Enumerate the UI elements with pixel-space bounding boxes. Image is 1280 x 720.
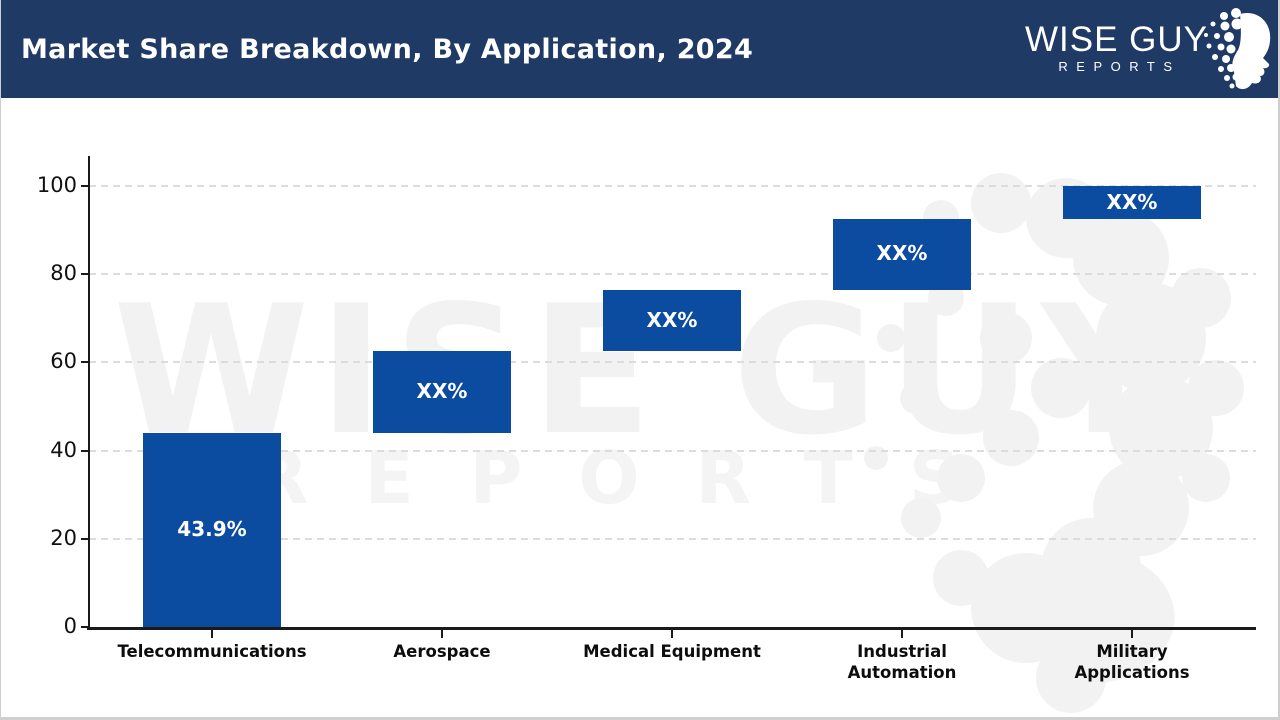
y-gridline: [89, 361, 1256, 364]
y-tick: [81, 361, 89, 364]
y-tick-label: 60: [50, 349, 77, 374]
y-tick-label: 0: [63, 614, 77, 638]
x-tick-label-line: Medical Equipment: [583, 642, 761, 661]
y-gridline: [89, 185, 1256, 187]
page-title: Market Share Breakdown, By Application, …: [21, 33, 754, 65]
y-tick-label: 20: [50, 525, 77, 550]
logo-wordmark: WISE GUY: [1024, 20, 1208, 59]
y-tick: [81, 273, 89, 276]
y-tick: [81, 537, 89, 540]
logo-subtext: REPORTS: [1058, 59, 1181, 74]
bar-industrial-automation: [833, 219, 971, 290]
x-tick-label-line: Applications: [1074, 663, 1190, 682]
x-tick: [901, 630, 903, 638]
bar-value-label: XX%: [876, 241, 928, 266]
x-tick-label: Aerospace: [327, 641, 557, 662]
x-tick-label-line: Industrial: [857, 642, 947, 661]
bar-value-label: XX%: [646, 307, 698, 332]
x-axis-line: [87, 627, 1256, 630]
logo-text-block: WISE GUY REPORTS: [1025, 22, 1208, 73]
y-gridline: [89, 273, 1256, 276]
y-tick: [81, 626, 89, 628]
bar-military-applications: [1063, 186, 1201, 220]
x-tick-label: Military Applications: [1017, 641, 1247, 683]
y-tick-label: 40: [50, 437, 77, 462]
x-tick-label: Telecommunications: [97, 641, 327, 662]
bar-aerospace: [373, 351, 511, 434]
x-tick-label-line: Aerospace: [393, 642, 491, 661]
x-tick-label: Medical Equipment: [557, 641, 787, 662]
brand-logo: WISE GUY REPORTS: [1020, 8, 1271, 92]
logo-head-icon: [1204, 8, 1271, 90]
x-tick: [1131, 630, 1133, 638]
x-tick-label-line: Military: [1096, 642, 1168, 661]
y-tick-label: 80: [50, 261, 77, 286]
y-gridline: [89, 537, 1256, 540]
bar-value-label: XX%: [1106, 189, 1158, 214]
y-gridline: [89, 449, 1256, 452]
y-axis-line: [88, 156, 90, 630]
x-tick-label-line: Telecommunications: [117, 642, 307, 661]
header-bar: Market Share Breakdown, By Application, …: [1, 0, 1278, 98]
bar-medical-equipment: [603, 289, 741, 352]
x-tick-label: Industrial Automation: [787, 641, 1017, 683]
x-tick: [671, 630, 673, 638]
x-tick-label-line: Automation: [847, 663, 957, 682]
bar-value-label: 43.9%: [177, 517, 247, 542]
chart-area: WISE GUY REPORTS 0 20 40 60 80 100 43.9% Teleco…: [1, 98, 1278, 717]
plot: 0 20 40 60 80 100 43.9% Telecommunications XX% Ae…: [1, 98, 1278, 717]
y-tick: [81, 185, 89, 187]
y-tick-label: 100: [36, 173, 77, 197]
bar-telecommunications: [143, 433, 281, 627]
bar-value-label: XX%: [416, 379, 468, 404]
watermark-subtext: REPORTS: [253, 436, 1017, 520]
x-tick: [441, 630, 443, 638]
x-tick: [211, 630, 213, 638]
y-tick: [81, 449, 89, 452]
